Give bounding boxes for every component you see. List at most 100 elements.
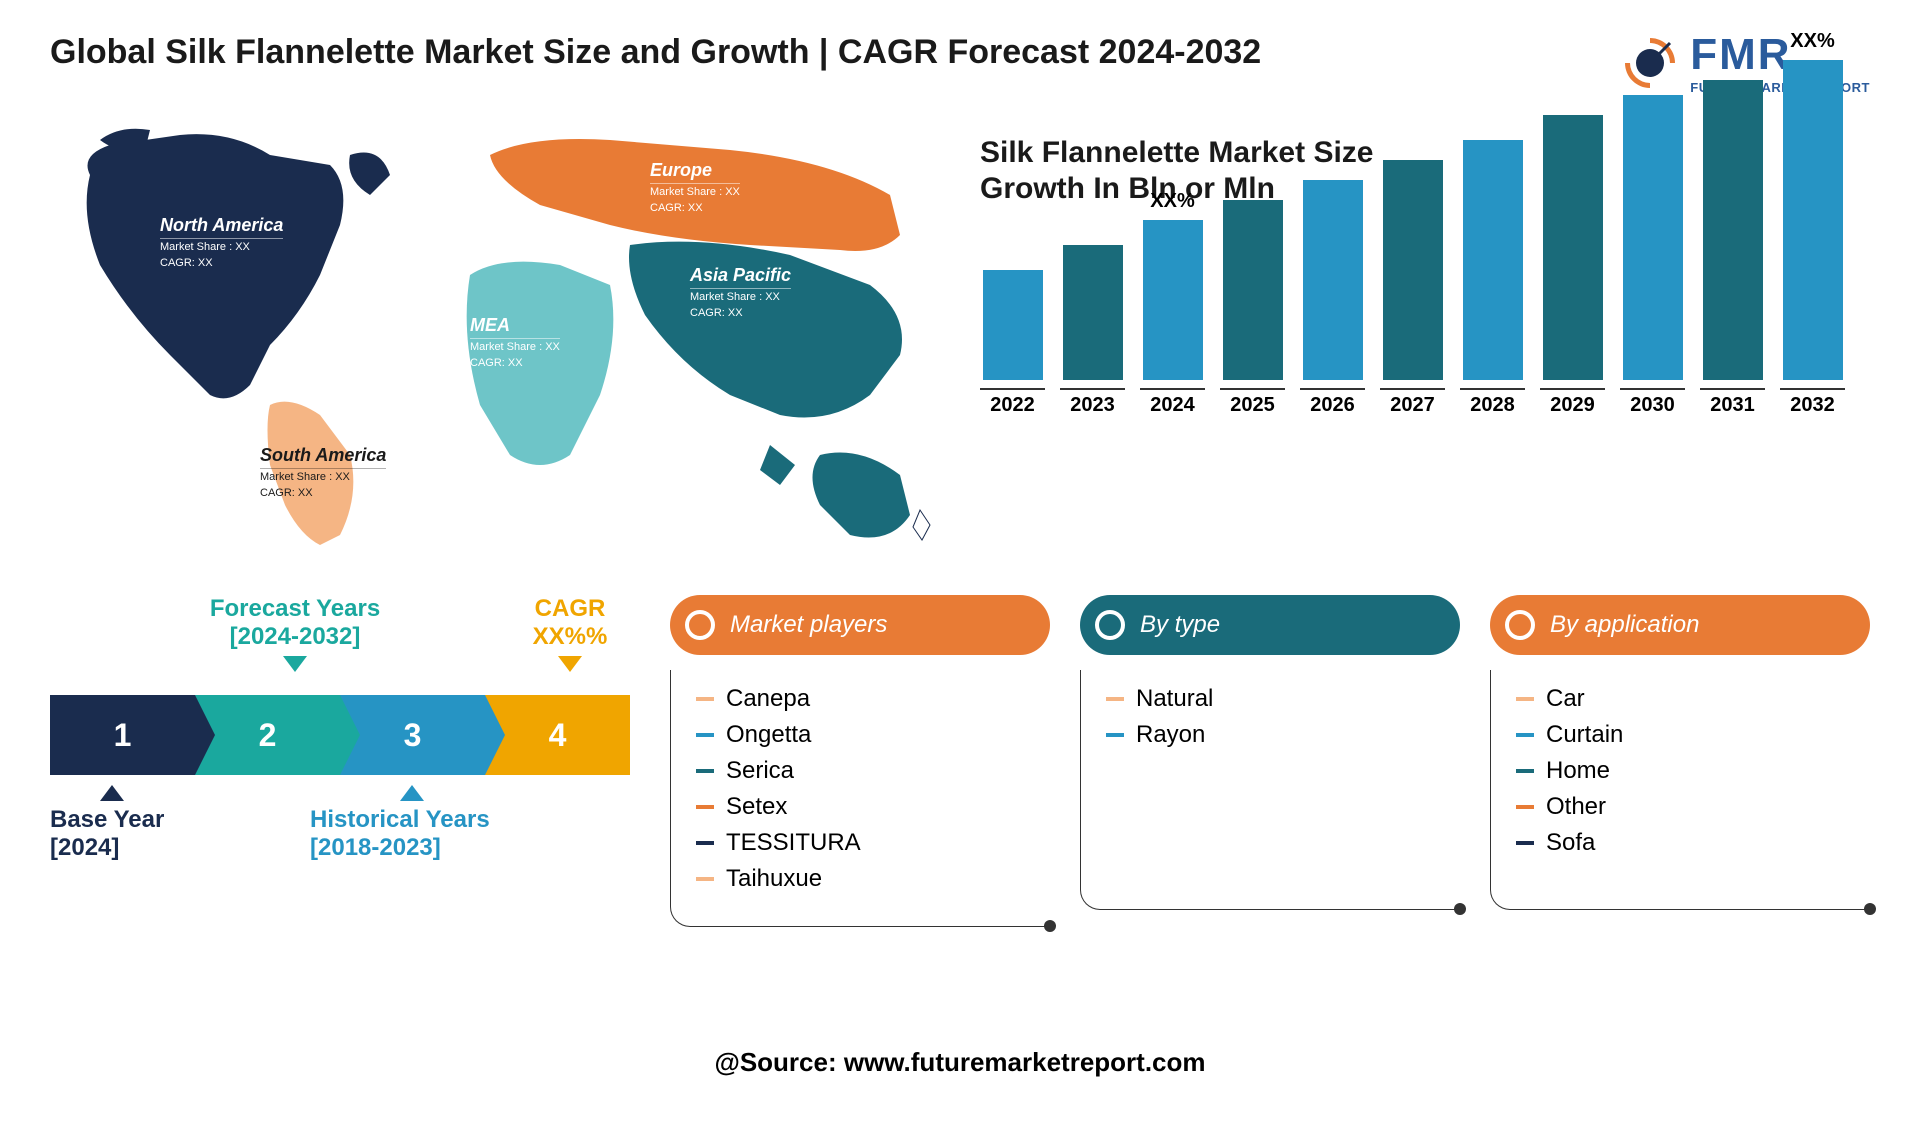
bar-year: 2028 [1460,388,1525,417]
timeline-box: 3 [340,695,485,775]
hist-years-label: Historical Years [2018-2023] [310,785,530,862]
segment-item: Taihuxue [696,865,1050,893]
region-name: Asia Pacific [690,265,791,285]
segment-item: Natural [1106,685,1460,713]
bar-year: 2022 [980,388,1045,417]
bar [1623,95,1683,380]
bar-item: 2030 [1620,95,1685,417]
segment: Market players Canepa Ongetta Serica Setex TE… [670,595,1050,927]
segment-header: By type [1080,595,1460,655]
region-cagr: CAGR: XX [650,200,740,214]
bar [1463,140,1523,380]
segment-item: Canepa [696,685,1050,713]
segment-title: By type [1140,611,1220,639]
region-share: Market Share : XX [650,183,740,198]
bar-item: XX%2024 [1140,220,1205,417]
segment-item: TESSITURA [696,829,1050,857]
item-label: TESSITURA [726,829,861,857]
tl-range: [2018-2023] [310,834,441,861]
bar [1063,245,1123,380]
timeline-box: 2 [195,695,340,775]
region-name: MEA [470,315,510,335]
segment-header: By application [1490,595,1870,655]
segment: By type Natural Rayon [1080,595,1460,927]
region-name: South America [260,445,386,465]
bar-item: 2022 [980,270,1045,417]
region-mea: MEA Market Share : XX CAGR: XX [470,315,560,369]
item-tick [1516,769,1534,773]
bar-item: 2025 [1220,200,1285,417]
item-label: Canepa [726,685,810,713]
region-share: Market Share : XX [260,468,386,483]
segment-list: Natural Rayon [1080,670,1460,910]
segment-header: Market players [670,595,1050,655]
bar-item: 2027 [1380,160,1445,417]
segment-list: Canepa Ongetta Serica Setex TESSITURA Taihuxu… [670,670,1050,927]
item-tick [1106,697,1124,701]
region-share: Market Share : XX [160,238,283,253]
region-europe: Europe Market Share : XX CAGR: XX [650,160,740,214]
segment-dot [1505,610,1535,640]
region-share: Market Share : XX [470,338,560,353]
footer-source: @Source: www.futuremarketreport.com [50,1047,1870,1078]
item-tick [696,877,714,881]
item-label: Natural [1136,685,1213,713]
tl-range: [2024-2032] [230,623,361,650]
bar [1223,200,1283,380]
timeline: Forecast Years [2024-2032] CAGR XX%% 123… [50,595,630,927]
segment-item: Curtain [1516,721,1870,749]
segment-item: Car [1516,685,1870,713]
item-tick [1516,841,1534,845]
segment-title: Market players [730,611,887,639]
bar-year: 2026 [1300,388,1365,417]
segments: Market players Canepa Ongetta Serica Setex TE… [670,595,1870,927]
bar [1783,60,1843,380]
base-year-label: Base Year [2024] [50,785,210,862]
bar-year: 2027 [1380,388,1445,417]
bar-item: 2031 [1700,80,1765,417]
region-cagr: CAGR: XX [160,255,283,269]
segment-list: CarCurtainHomeOtherSofa [1490,670,1870,910]
segment-item: Rayon [1106,721,1460,749]
region-south-america: South America Market Share : XX CAGR: XX [260,445,386,499]
region-asia-pacific: Asia Pacific Market Share : XX CAGR: XX [690,265,791,319]
item-label: Setex [726,793,787,821]
bar-year: 2032 [1780,388,1845,417]
cagr-label: CAGR XX%% [510,595,630,672]
chart-bars: 20222023XX%20242025202620272028202920302… [980,77,1870,417]
segment-item: Other [1516,793,1870,821]
page-title: Global Silk Flannelette Market Size and … [50,30,1261,74]
tl-text: Historical Years [310,806,490,833]
region-cagr: CAGR: XX [260,485,386,499]
item-tick [1516,805,1534,809]
segment-title: By application [1550,611,1699,639]
bar-item: 2023 [1060,245,1125,417]
timeline-box: 4 [485,695,630,775]
timeline-boxes: 1234 [50,695,630,775]
bar [1703,80,1763,380]
tl-text: Forecast Years [210,595,380,622]
item-label: Car [1546,685,1585,713]
region-cagr: CAGR: XX [470,355,560,369]
segment-dot [1095,610,1125,640]
bar [1543,115,1603,380]
item-tick [1516,697,1534,701]
segment-item: Serica [696,757,1050,785]
segment: By applicationCarCurtainHomeOtherSofa [1490,595,1870,927]
item-label: Rayon [1136,721,1205,749]
item-tick [696,805,714,809]
item-label: Ongetta [726,721,811,749]
segment-item: Ongetta [696,721,1050,749]
item-label: Serica [726,757,794,785]
tl-range: XX%% [533,623,608,650]
region-share: Market Share : XX [690,288,791,303]
segment-item: Sofa [1516,829,1870,857]
bar-year: 2030 [1620,388,1685,417]
item-tick [696,697,714,701]
bar-year: 2031 [1700,388,1765,417]
item-tick [696,769,714,773]
region-name: North America [160,215,283,235]
bar-item: 2028 [1460,140,1525,417]
bar-item: XX%2032 [1780,60,1845,417]
tl-text: Base Year [50,806,164,833]
